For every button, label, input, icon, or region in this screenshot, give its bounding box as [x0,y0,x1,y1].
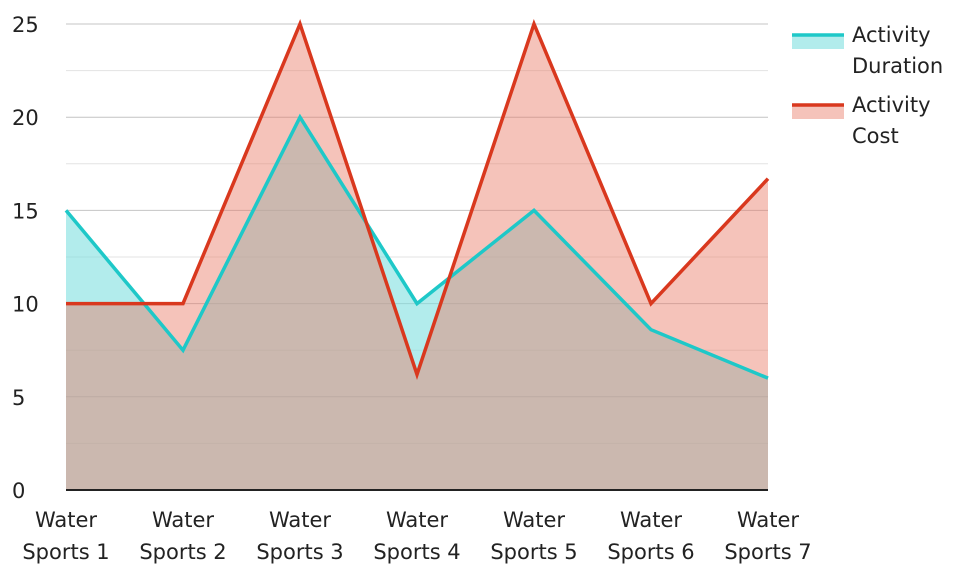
x-tick-label-line: Water [152,508,214,532]
legend: Activity Duration Activity Cost [792,23,943,148]
legend-label: Activity Duration [852,23,943,78]
legend-item-2: Activity Cost [792,93,931,148]
legend-label-line: Cost [852,124,899,148]
x-tick-label-line: Sports 4 [373,540,460,564]
y-tick-label: 20 [12,106,39,130]
y-tick-label: 25 [12,13,39,37]
y-tick-label: 15 [12,199,39,223]
x-tick-label-line: Water [386,508,448,532]
y-tick-label: 0 [12,479,25,503]
legend-item-1: Activity Duration [792,23,943,78]
x-tick-label: Water Sports 4 [373,508,460,564]
x-tick-label-line: Water [269,508,331,532]
x-tick-label-line: Sports 2 [139,540,226,564]
y-tick-label: 5 [12,386,25,410]
x-tick-label: Water Sports 2 [139,508,226,564]
x-tick-label-line: Sports 6 [607,540,694,564]
series-line-2 [66,19,770,380]
legend-label-line: Activity [852,23,931,47]
series-area-1 [66,117,768,490]
legend-label-line: Duration [852,54,943,78]
x-tick-label: Water Sports 1 [22,508,109,564]
series-lines [64,19,770,380]
x-tick-label-line: Water [737,508,799,532]
series-areas [66,24,768,490]
x-tick-label: Water Sports 6 [607,508,694,564]
x-tick-label: Water Sports 3 [256,508,343,564]
legend-label: Activity Cost [852,93,931,148]
series-line-1 [64,113,769,380]
x-tick-label-line: Sports 5 [490,540,577,564]
x-tick-label-line: Sports 3 [256,540,343,564]
y-axis-ticks: 0 5 10 15 20 25 [12,13,39,503]
y-tick-label: 10 [12,293,39,317]
x-tick-label: Water Sports 5 [490,508,577,564]
series-area-2 [66,24,768,490]
x-tick-label-line: Water [35,508,97,532]
x-tick-label: Water Sports 7 [724,508,811,564]
legend-swatch [792,105,844,119]
x-tick-label-line: Water [503,508,565,532]
x-tick-label-line: Water [620,508,682,532]
x-tick-label-line: Sports 7 [724,540,811,564]
x-tick-label-line: Sports 1 [22,540,109,564]
legend-swatch [792,35,844,49]
legend-label-line: Activity [852,93,931,117]
